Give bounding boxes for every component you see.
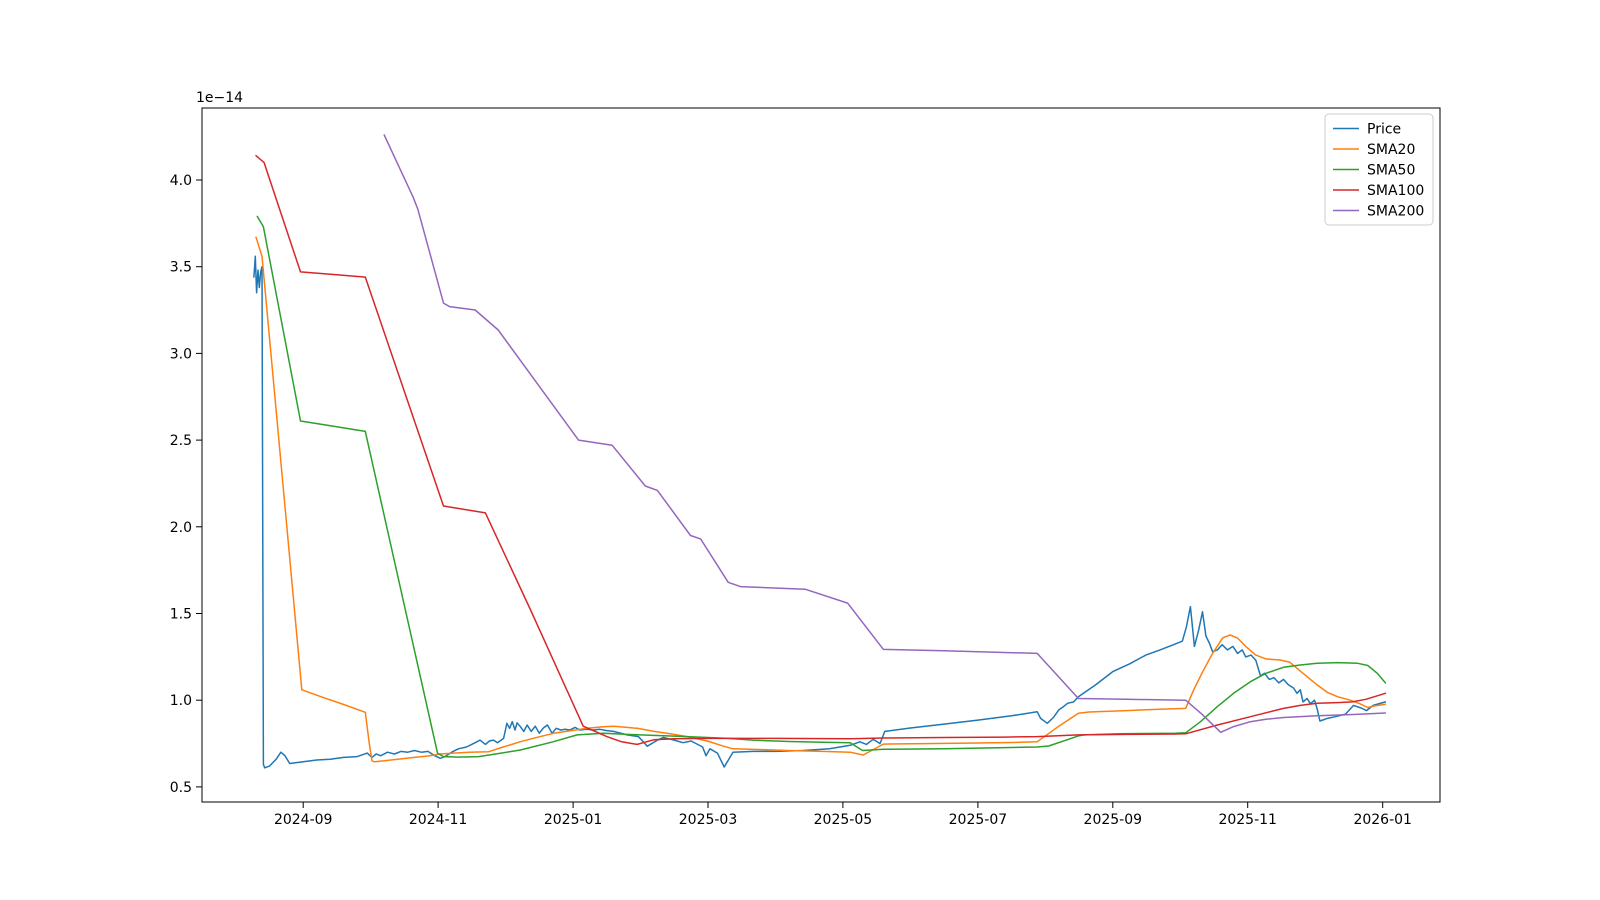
x-tick-label: 2025-07 — [949, 812, 1008, 828]
y-tick-label: 0.5 — [170, 780, 192, 796]
y-tick-label: 2.0 — [170, 520, 192, 536]
y-tick-label: 4.0 — [170, 173, 192, 189]
y-tick-label: 3.0 — [170, 346, 192, 362]
x-tick-label: 2026-01 — [1353, 812, 1412, 828]
y-tick-label: 3.5 — [170, 260, 192, 276]
x-tick-label: 2025-01 — [544, 812, 603, 828]
legend-box — [1324, 113, 1434, 226]
y-tick-label: 1.5 — [170, 607, 192, 623]
plot-border — [201, 107, 1441, 803]
series-line-sma20 — [255, 236, 1387, 763]
x-tick-label: 2024-11 — [409, 812, 468, 828]
x-tick-label: 2025-11 — [1218, 812, 1277, 828]
series-line-sma200 — [383, 134, 1387, 734]
x-tick-label: 2024-09 — [274, 812, 333, 828]
y-axis-offset-label: 1e−14 — [196, 90, 243, 106]
legend-label-sma200: SMA200 — [1367, 204, 1424, 220]
series-line-price — [253, 255, 1387, 769]
y-tick-label: 2.5 — [170, 433, 192, 449]
legend-label-price: Price — [1367, 122, 1401, 138]
x-tick-label: 2025-05 — [814, 812, 873, 828]
legend-label-sma50: SMA50 — [1367, 163, 1415, 179]
series-line-sma50 — [256, 215, 1387, 758]
x-tick-label: 2025-09 — [1084, 812, 1143, 828]
legend-label-sma20: SMA20 — [1367, 142, 1415, 158]
legend-label-sma100: SMA100 — [1367, 183, 1424, 199]
series-line-sma100 — [255, 154, 1387, 746]
y-tick-label: 1.0 — [170, 693, 192, 709]
x-tick-label: 2025-03 — [679, 812, 738, 828]
